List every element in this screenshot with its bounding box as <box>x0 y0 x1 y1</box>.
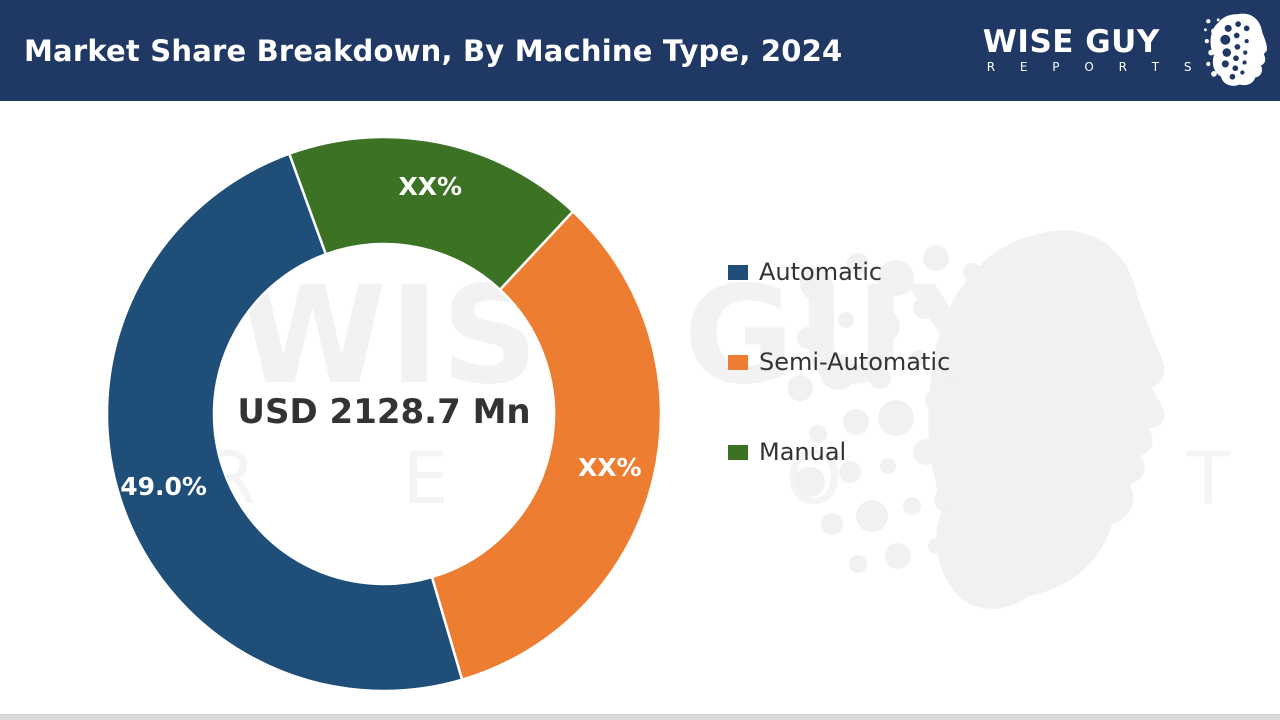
logo-face-icon <box>1204 7 1268 95</box>
legend-swatch-semi-automatic <box>728 354 748 370</box>
header: Market Share Breakdown, By Machine Type,… <box>0 0 1280 101</box>
donut-chart: 49.0% XX% XX% <box>105 135 664 694</box>
legend-swatch-manual <box>728 444 748 460</box>
legend-label-manual: Manual <box>759 438 847 466</box>
legend-swatch-automatic <box>728 264 748 280</box>
slice-label-manual: XX% <box>398 172 462 201</box>
donut-svg: 49.0% XX% XX% <box>105 135 663 693</box>
chart-legend: Automatic Semi-Automatic Manual <box>728 254 950 524</box>
donut-center-value: USD 2128.7 Mn <box>237 392 531 432</box>
slice-label-automatic: 49.0% <box>120 472 207 501</box>
chart-title: Market Share Breakdown, By Machine Type,… <box>24 33 843 68</box>
legend-item-semi-automatic: Semi-Automatic <box>728 344 950 380</box>
bottom-bar <box>0 714 1280 720</box>
legend-label-automatic: Automatic <box>759 258 883 286</box>
slice-label-semi-automatic: XX% <box>578 453 642 482</box>
legend-item-automatic: Automatic <box>728 254 950 290</box>
slice-semi-automatic <box>430 210 663 681</box>
slice-automatic <box>105 152 464 693</box>
logo-reports-label: R E P O R T S <box>986 60 1202 75</box>
logo-wordmark: WISE GUY <box>982 23 1160 60</box>
logo-textbox: WISE GUY R E P O R T S <box>982 23 1202 75</box>
slice-manual <box>288 135 575 291</box>
wiseguy-logo: WISE GUY R E P O R T S <box>983 7 1268 95</box>
legend-item-manual: Manual <box>728 434 950 470</box>
watermark-face-icon <box>787 220 1168 624</box>
legend-label-semi-automatic: Semi-Automatic <box>759 348 951 376</box>
